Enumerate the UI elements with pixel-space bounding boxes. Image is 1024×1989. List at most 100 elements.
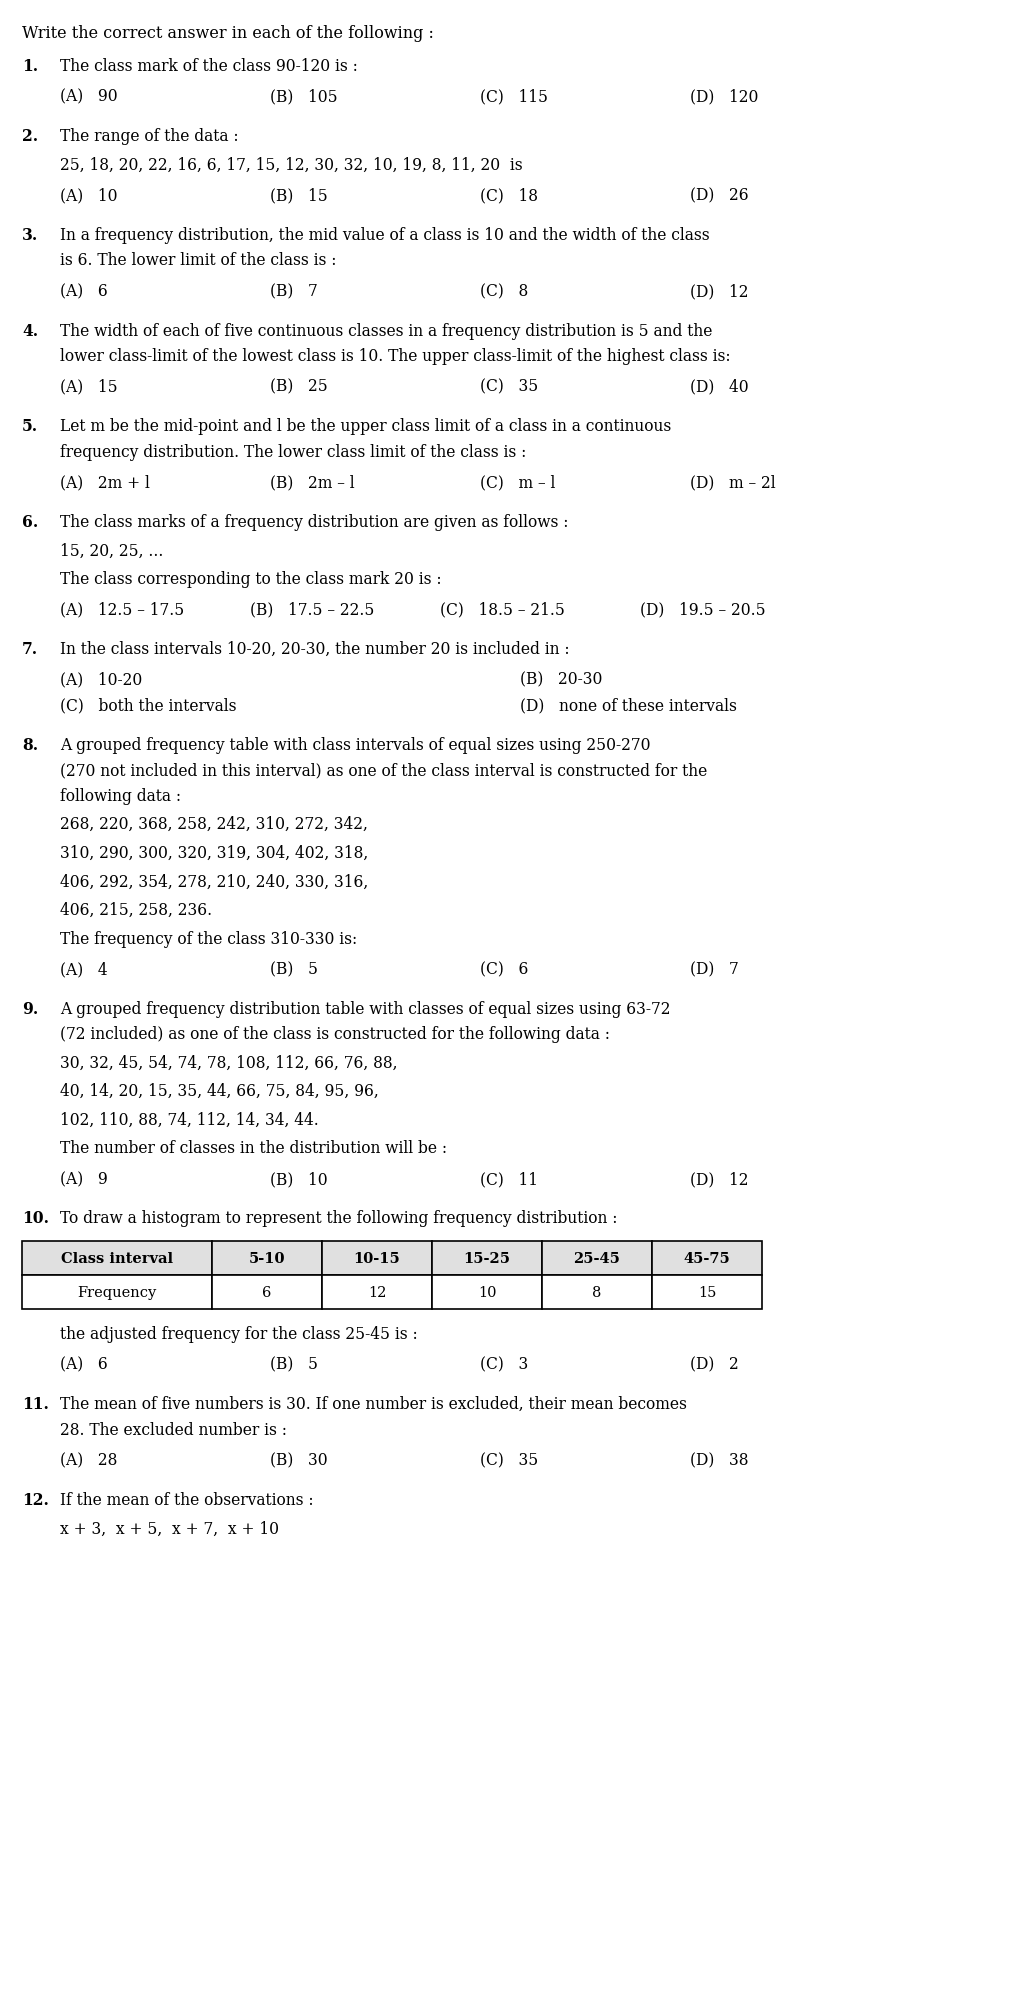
Text: (C)   35: (C) 35 [480,1452,539,1468]
Text: The class mark of the class 90-120 is :: The class mark of the class 90-120 is : [60,58,357,76]
Text: 40, 14, 20, 15, 35, 44, 66, 75, 84, 95, 96,: 40, 14, 20, 15, 35, 44, 66, 75, 84, 95, … [60,1082,379,1100]
Text: (C)   8: (C) 8 [480,282,528,300]
Text: 8.: 8. [22,736,38,754]
Text: Write the correct answer in each of the following :: Write the correct answer in each of the … [22,26,434,42]
Text: 9.: 9. [22,1000,38,1016]
Text: Frequency: Frequency [78,1285,157,1299]
Text: 25-45: 25-45 [573,1251,621,1265]
Text: If the mean of the observations :: If the mean of the observations : [60,1492,313,1508]
Text: (A)   10: (A) 10 [60,187,118,205]
Text: To draw a histogram to represent the following frequency distribution :: To draw a histogram to represent the fol… [60,1209,617,1227]
Text: 10-15: 10-15 [353,1251,400,1265]
Text: (B)   7: (B) 7 [270,282,317,300]
Text: (A)   6: (A) 6 [60,282,108,300]
Text: 4.: 4. [22,322,38,340]
Text: (A)   4: (A) 4 [60,961,108,979]
Text: (A)   2m + l: (A) 2m + l [60,473,150,491]
Text: The width of each of five continuous classes in a frequency distribution is 5 an: The width of each of five continuous cla… [60,322,713,340]
Text: (D)   26: (D) 26 [690,187,749,205]
Text: (C)   3: (C) 3 [480,1356,528,1372]
Text: 102, 110, 88, 74, 112, 14, 34, 44.: 102, 110, 88, 74, 112, 14, 34, 44. [60,1112,318,1128]
Text: 7.: 7. [22,640,38,658]
Text: (C)   6: (C) 6 [480,961,528,979]
Text: frequency distribution. The lower class limit of the class is :: frequency distribution. The lower class … [60,444,526,461]
Text: 5-10: 5-10 [249,1251,286,1265]
Text: 15: 15 [697,1285,716,1299]
Text: (D)   19.5 – 20.5: (D) 19.5 – 20.5 [640,601,766,619]
Text: is 6. The lower limit of the class is :: is 6. The lower limit of the class is : [60,253,337,269]
Text: 30, 32, 45, 54, 74, 78, 108, 112, 66, 76, 88,: 30, 32, 45, 54, 74, 78, 108, 112, 66, 76… [60,1054,397,1072]
Text: (B)   25: (B) 25 [270,378,328,396]
Text: (D)   7: (D) 7 [690,961,738,979]
Text: (D)   none of these intervals: (D) none of these intervals [520,696,737,714]
Text: 406, 292, 354, 278, 210, 240, 330, 316,: 406, 292, 354, 278, 210, 240, 330, 316, [60,873,369,889]
Text: (D)   40: (D) 40 [690,378,749,396]
Text: (A)   28: (A) 28 [60,1452,118,1468]
Text: (C)   35: (C) 35 [480,378,539,396]
Text: (A)   6: (A) 6 [60,1356,108,1372]
Text: (D)   120: (D) 120 [690,90,759,105]
Text: In a frequency distribution, the mid value of a class is 10 and the width of the: In a frequency distribution, the mid val… [60,227,710,245]
Text: 25, 18, 20, 22, 16, 6, 17, 15, 12, 30, 32, 10, 19, 8, 11, 20  is: 25, 18, 20, 22, 16, 6, 17, 15, 12, 30, 3… [60,157,522,173]
Text: (B)   5: (B) 5 [270,961,318,979]
Text: (B)   15: (B) 15 [270,187,328,205]
Text: 6: 6 [262,1285,271,1299]
Text: 8: 8 [592,1285,602,1299]
Text: (D)   38: (D) 38 [690,1452,749,1468]
Text: (C)   m – l: (C) m – l [480,473,555,491]
Text: (A)   10-20: (A) 10-20 [60,672,142,688]
Text: (B)   17.5 – 22.5: (B) 17.5 – 22.5 [250,601,375,619]
Text: (B)   20-30: (B) 20-30 [520,672,602,688]
Text: The class corresponding to the class mark 20 is :: The class corresponding to the class mar… [60,571,441,587]
Text: (A)   12.5 – 17.5: (A) 12.5 – 17.5 [60,601,184,619]
Text: (B)   105: (B) 105 [270,90,338,105]
Text: lower class-limit of the lowest class is 10. The upper class-limit of the highes: lower class-limit of the lowest class is… [60,348,731,364]
Text: 15-25: 15-25 [464,1251,511,1265]
Text: (B)   5: (B) 5 [270,1356,318,1372]
Text: 11.: 11. [22,1396,49,1412]
Text: 406, 215, 258, 236.: 406, 215, 258, 236. [60,901,212,919]
Text: (D)   m – 2l: (D) m – 2l [690,473,775,491]
Text: (72 included) as one of the class is constructed for the following data :: (72 included) as one of the class is con… [60,1026,610,1042]
Text: x + 3,  x + 5,  x + 7,  x + 10: x + 3, x + 5, x + 7, x + 10 [60,1520,279,1537]
Text: 3.: 3. [22,227,38,245]
Text: (270 not included in this interval) as one of the class interval is constructed : (270 not included in this interval) as o… [60,762,708,780]
Text: The range of the data :: The range of the data : [60,127,239,145]
Text: 15, 20, 25, ...: 15, 20, 25, ... [60,543,164,559]
Text: (B)   30: (B) 30 [270,1452,328,1468]
Text: The number of classes in the distribution will be :: The number of classes in the distributio… [60,1140,447,1158]
Text: (C)   both the intervals: (C) both the intervals [60,696,237,714]
Text: 45-75: 45-75 [684,1251,730,1265]
Text: Class interval: Class interval [61,1251,173,1265]
Text: (D)   12: (D) 12 [690,282,749,300]
Text: (B)   2m – l: (B) 2m – l [270,473,354,491]
Text: 10: 10 [478,1285,497,1299]
Text: Let m be the mid-point and l be the upper class limit of a class in a continuous: Let m be the mid-point and l be the uppe… [60,418,672,436]
Text: A grouped frequency table with class intervals of equal sizes using 250-270: A grouped frequency table with class int… [60,736,650,754]
Text: 310, 290, 300, 320, 319, 304, 402, 318,: 310, 290, 300, 320, 319, 304, 402, 318, [60,845,369,861]
Text: 1.: 1. [22,58,38,76]
Text: (A)   90: (A) 90 [60,90,118,105]
Text: The frequency of the class 310-330 is:: The frequency of the class 310-330 is: [60,931,357,947]
Text: 6.: 6. [22,513,38,531]
Text: (C)   18.5 – 21.5: (C) 18.5 – 21.5 [440,601,565,619]
Text: The class marks of a frequency distribution are given as follows :: The class marks of a frequency distribut… [60,513,568,531]
Text: (C)   11: (C) 11 [480,1170,538,1187]
Text: 12: 12 [368,1285,386,1299]
Text: 268, 220, 368, 258, 242, 310, 272, 342,: 268, 220, 368, 258, 242, 310, 272, 342, [60,815,368,833]
Text: 10.: 10. [22,1209,49,1227]
Text: (C)   115: (C) 115 [480,90,548,105]
Text: 28. The excluded number is :: 28. The excluded number is : [60,1420,287,1438]
Text: (C)   18: (C) 18 [480,187,538,205]
Text: (D)   12: (D) 12 [690,1170,749,1187]
Text: A grouped frequency distribution table with classes of equal sizes using 63-72: A grouped frequency distribution table w… [60,1000,671,1016]
Text: following data :: following data : [60,788,181,804]
Text: 2.: 2. [22,127,38,145]
Text: The mean of five numbers is 30. If one number is excluded, their mean becomes: The mean of five numbers is 30. If one n… [60,1396,687,1412]
Text: the adjusted frequency for the class 25-45 is :: the adjusted frequency for the class 25-… [60,1325,418,1343]
Text: 12.: 12. [22,1492,49,1508]
Text: (A)   9: (A) 9 [60,1170,108,1187]
Text: (A)   15: (A) 15 [60,378,118,396]
Text: (D)   2: (D) 2 [690,1356,738,1372]
Text: In the class intervals 10-20, 20-30, the number 20 is included in :: In the class intervals 10-20, 20-30, the… [60,640,569,658]
